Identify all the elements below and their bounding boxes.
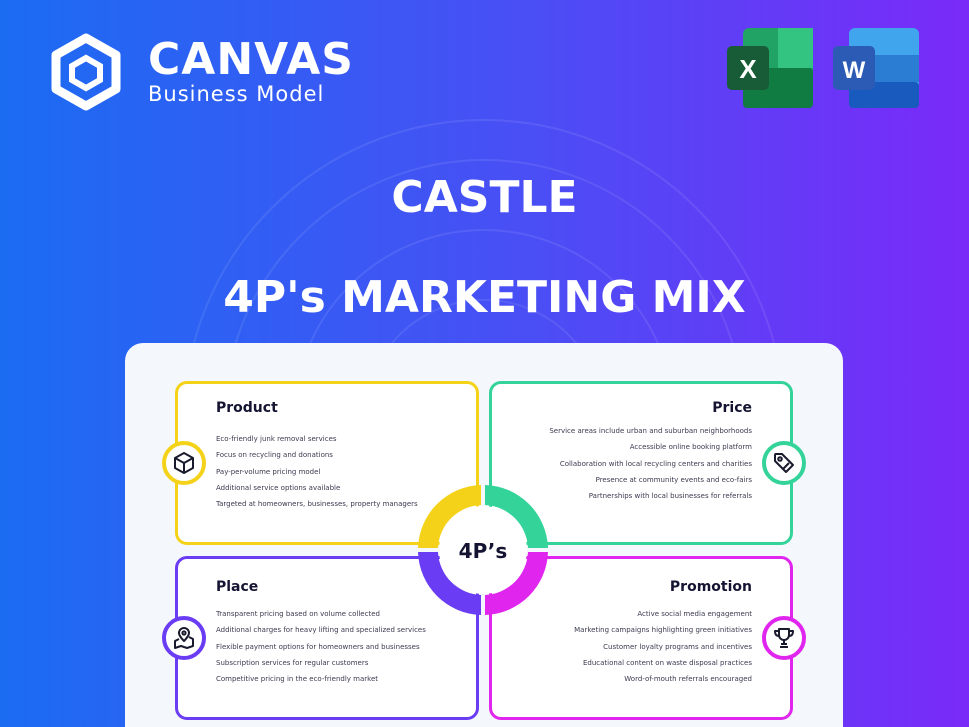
center-label: 4P’s [459, 539, 508, 563]
list-item: Eco-friendly junk removal services [216, 435, 337, 443]
brand-logo: CANVAS Business Model [46, 30, 354, 114]
brand-subtitle: Business Model [148, 82, 325, 106]
list-item: Word-of-mouth referrals encouraged [624, 675, 752, 684]
center-4ps-ring: 4P’s [418, 485, 548, 615]
list-item: Service areas include urban and suburban… [549, 427, 752, 435]
promotion-title: Promotion [669, 579, 752, 595]
trophy-icon [762, 616, 806, 660]
word-icon[interactable]: W [833, 28, 919, 108]
place-title: Place [216, 579, 259, 595]
svg-text:W: W [843, 57, 866, 84]
product-title: Product [216, 400, 278, 416]
brand-title: CANVAS [148, 34, 354, 85]
ring-segment-product [418, 485, 481, 548]
excel-icon[interactable]: X [727, 28, 813, 108]
list-item: Marketing campaigns highlighting green i… [574, 626, 752, 635]
price-tag-icon [762, 441, 806, 485]
list-item: Additional service options available [216, 483, 341, 492]
ring-segment-promotion [485, 552, 548, 615]
ring-segment-place [418, 552, 481, 615]
price-box: Price Service areas include urban and su… [489, 381, 793, 545]
page-title: 4P's MARKETING MIX [223, 272, 746, 323]
list-item: Active social media engagement [637, 610, 752, 618]
price-title: Price [712, 400, 752, 416]
list-item: Targeted at homeowners, businesses, prop… [216, 500, 418, 509]
hexagon-logo-icon [51, 33, 121, 111]
ring-segment-price [485, 485, 548, 548]
list-item: Transparent pricing based on volume coll… [216, 610, 380, 618]
list-item: Flexible payment options for homeowners … [216, 642, 420, 651]
list-item: Partnerships with local businesses for r… [588, 492, 752, 501]
map-pin-icon [162, 616, 206, 660]
svg-text:X: X [739, 54, 757, 84]
promotion-box: Promotion Active social media engagement… [489, 556, 793, 720]
list-item: Additional charges for heavy lifting and… [216, 626, 426, 635]
list-item: Customer loyalty programs and incentives [603, 642, 752, 651]
list-item: Pay-per-volume pricing model [216, 467, 321, 476]
box-icon [162, 441, 206, 485]
list-item: Focus on recycling and donations [216, 451, 333, 460]
list-item: Accessible online booking platform [629, 443, 752, 452]
company-name: CASTLE [391, 172, 578, 223]
list-item: Presence at community events and eco-fai… [595, 475, 752, 484]
list-item: Collaboration with local recycling cente… [559, 459, 752, 468]
list-item: Competitive pricing in the eco-friendly … [216, 675, 378, 684]
list-item: Educational content on waste disposal pr… [582, 658, 752, 667]
list-item: Subscription services for regular custom… [216, 658, 369, 667]
